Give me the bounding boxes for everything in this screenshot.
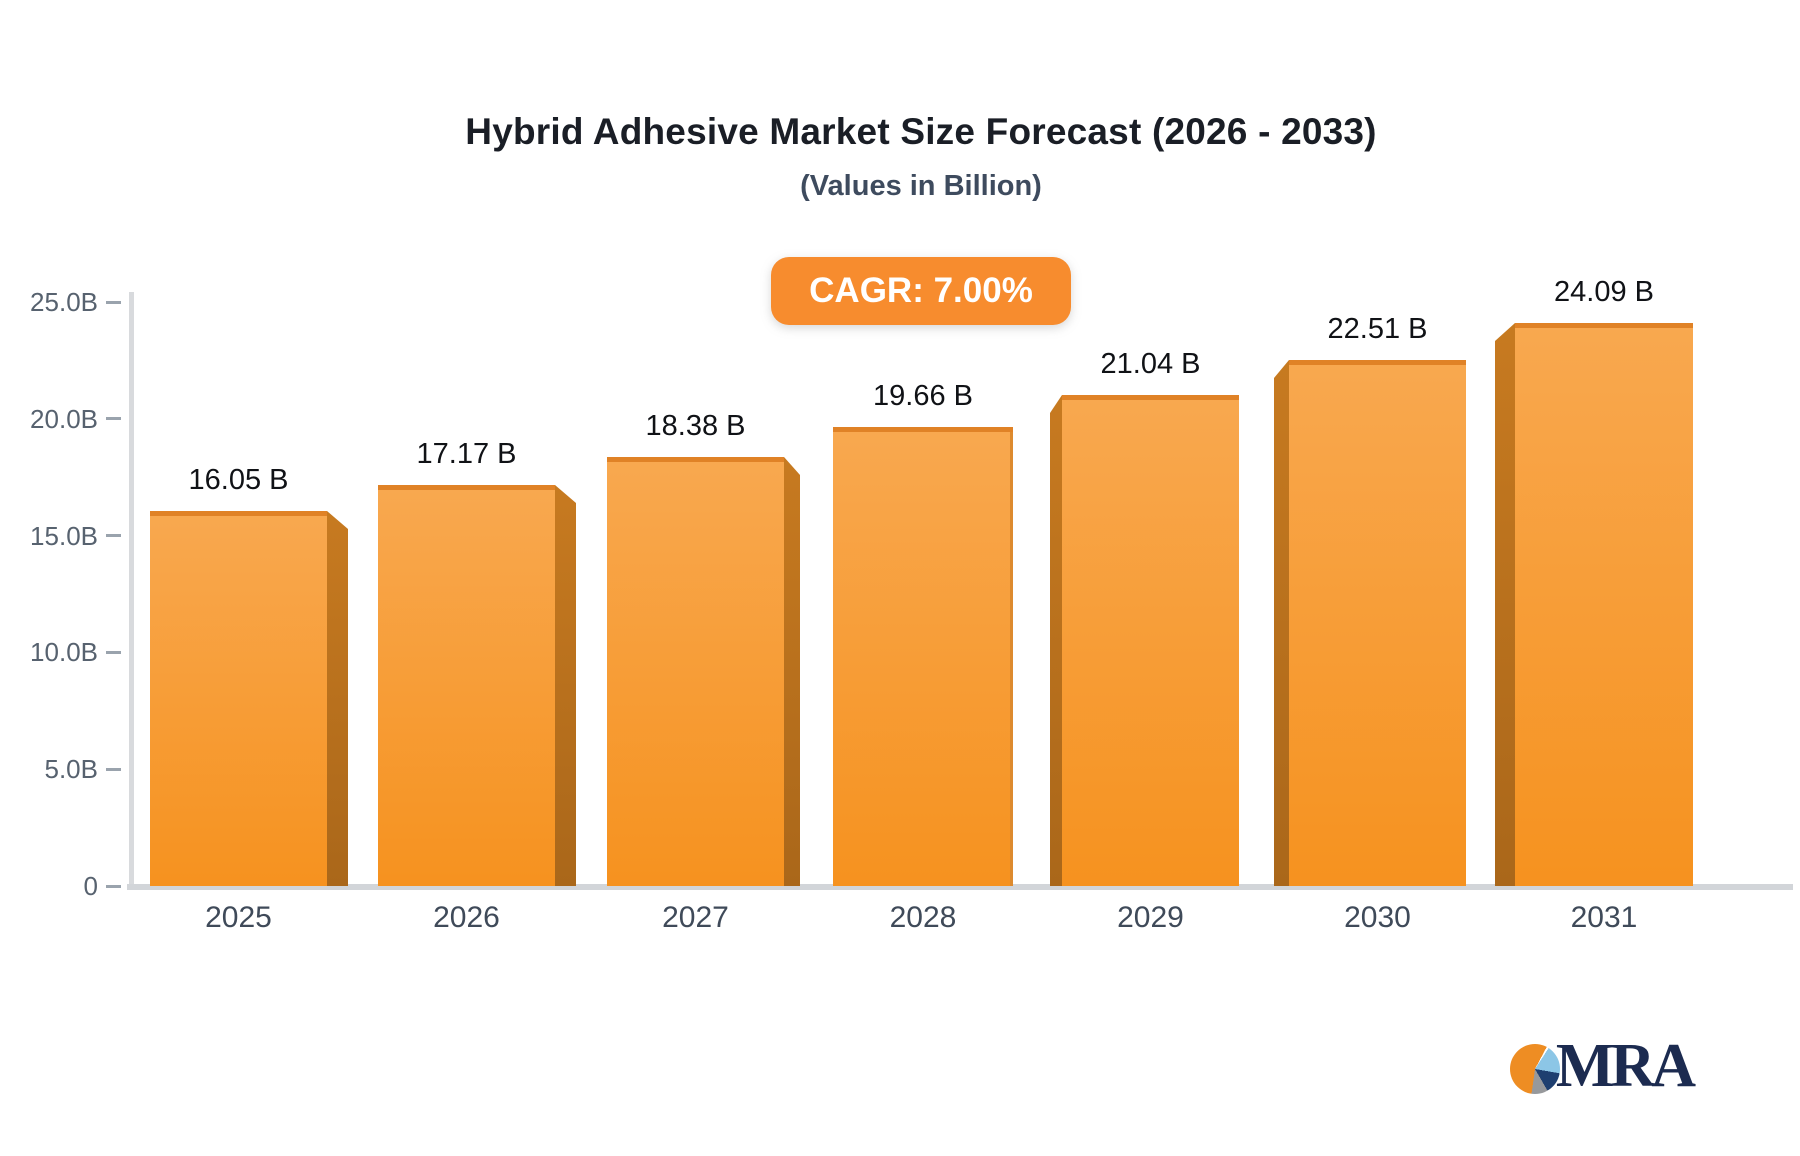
bar [833,427,1013,886]
y-tick-label: 25.0B [30,287,98,317]
bar [1062,395,1239,886]
y-tick-label: 20.0B [30,403,98,434]
x-axis-line [127,884,1793,890]
bar [1289,360,1466,886]
y-tick-mark [106,650,121,654]
x-axis-label: 2028 [889,901,957,934]
bar-3d-side [555,485,576,886]
x-axis-label: 2026 [433,901,500,934]
bar-value-label: 19.66 B [873,380,973,412]
chart-subtitle: (Values in Billion) [800,170,1042,202]
y-tick-mark [106,417,121,421]
y-tick-mark [106,767,121,771]
y-tick-label: 5.0B [44,754,99,785]
bar-3d-side [1495,323,1515,886]
bar-3d-side [327,511,348,886]
pie-chart-icon [1509,1044,1560,1094]
bar [150,511,327,886]
bar-value-label: 24.09 B [1554,276,1654,308]
bar-value-label: 21.04 B [1100,348,1201,380]
x-axis-label: 2031 [1570,901,1638,934]
y-tick-mark [106,534,121,538]
x-axis-label: 2029 [1117,901,1184,934]
y-axis-line [129,292,134,888]
logo: MRA [1509,1032,1696,1100]
bar [378,485,555,886]
y-tick-mark [106,884,121,888]
x-axis-label: 2027 [662,901,729,934]
bar-3d-side [1274,360,1289,886]
bar-value-label: 17.17 B [416,438,517,470]
y-tick-mark [106,300,121,304]
y-tick-label: 10.0B [30,637,98,668]
x-axis-label: 2025 [205,901,272,934]
chart-title: Hybrid Adhesive Market Size Forecast (20… [465,111,1377,152]
bar-3d-side [1050,395,1062,886]
x-axis-label: 2030 [1344,901,1411,934]
bar-value-label: 22.51 B [1327,313,1428,345]
cagr-badge: CAGR: 7.00% [771,257,1071,325]
y-tick-label: 15.0B [30,520,98,551]
bar-value-label: 16.05 B [188,464,289,496]
bar [607,457,784,886]
bar [1515,323,1693,886]
bar-value-label: 18.38 B [645,410,746,442]
bar-3d-side [784,457,800,886]
y-tick-label: 0 [83,871,98,901]
logo-text: MRA [1555,1032,1696,1100]
chart-header: Hybrid Adhesive Market Size Forecast (20… [42,0,1800,325]
